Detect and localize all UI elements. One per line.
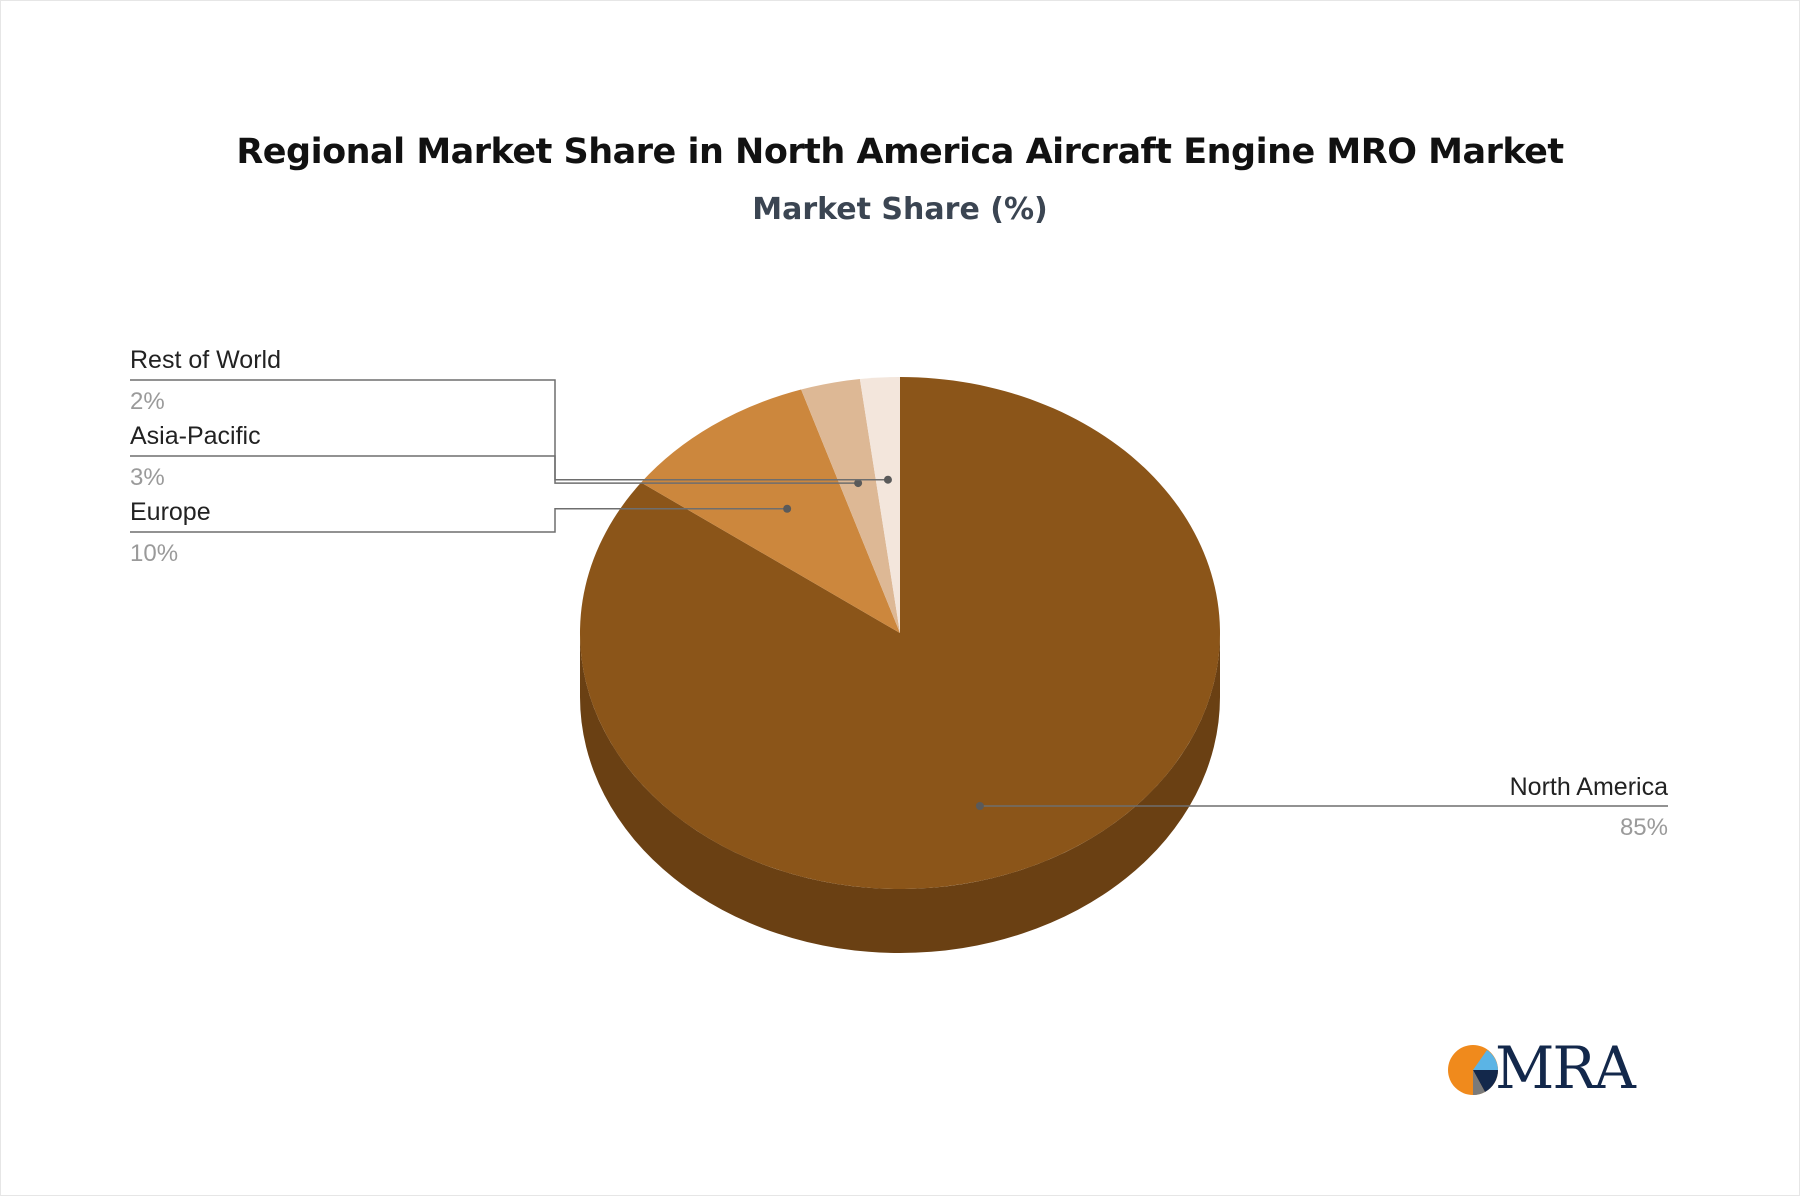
pie-slice-europe[interactable]: [641, 389, 900, 633]
leader-dot-north-america: [975, 802, 984, 810]
value-label-europe: 10%: [130, 540, 178, 567]
pie-top: [579, 377, 1220, 889]
pie-slice-asia-pacific[interactable]: [801, 379, 900, 633]
mra-logo: MRA: [1447, 1034, 1647, 1102]
chart-title: Regional Market Share in North America A…: [236, 132, 1564, 172]
chart-subtitle: Market Share (%): [752, 192, 1048, 227]
value-label-north-america: 85%: [1620, 814, 1668, 841]
label-asia-pacific: Asia-Pacific: [130, 422, 261, 450]
mra-logo-text: MRA: [1495, 1034, 1636, 1102]
callouts: North America 85% Europe 10% Asia-Pacific 3% R…: [130, 346, 1668, 841]
mra-logo-icon: [1448, 1045, 1499, 1096]
leader-dot-europe: [783, 504, 792, 513]
leader-line-rest-of-world: [130, 379, 888, 481]
value-label-asia-pacific: 3%: [130, 464, 165, 491]
pie-side-wall: [580, 633, 1220, 953]
label-europe: Europe: [130, 498, 211, 526]
pie-side: [580, 633, 1220, 953]
leader-dot-rest-of-world: [883, 475, 892, 484]
leader-dot-asia-pacific: [854, 479, 863, 488]
value-label-rest-of-world: 2%: [130, 388, 165, 415]
label-rest-of-world: Rest of World: [130, 346, 281, 374]
pie-slice-rest-of-world[interactable]: [859, 377, 900, 633]
label-north-america: North America: [1510, 773, 1668, 801]
leader-line-europe: [130, 507, 788, 533]
